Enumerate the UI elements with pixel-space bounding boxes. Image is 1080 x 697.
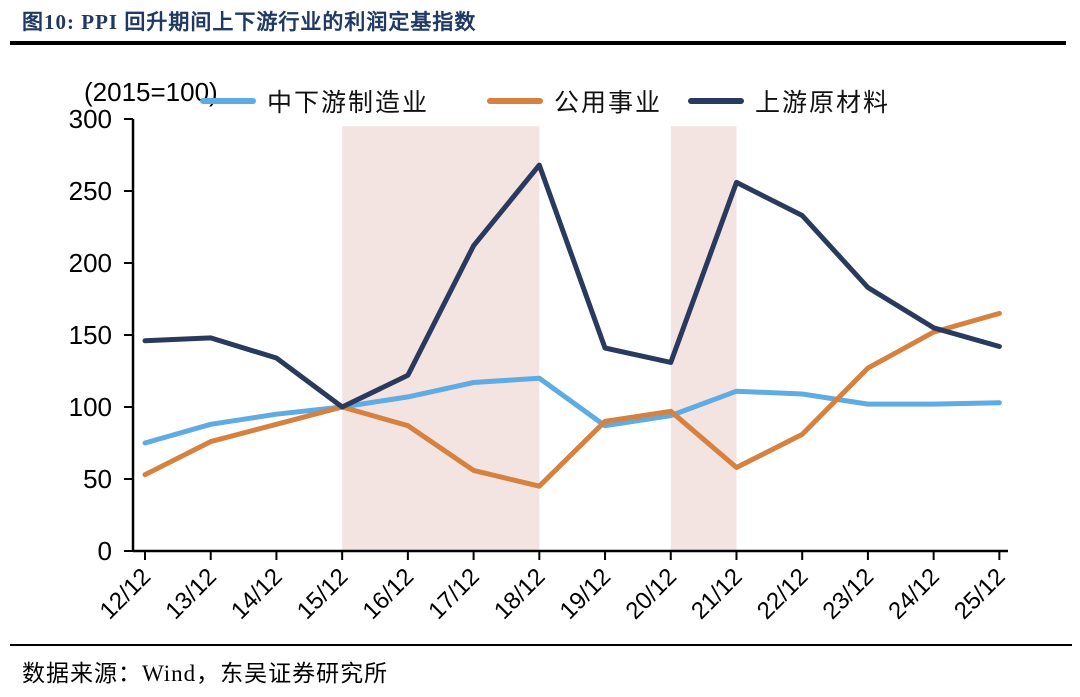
legend-swatch-line	[200, 98, 256, 104]
x-axis-tick-label: 24/12	[883, 563, 945, 625]
x-axis-tick-label: 17/12	[423, 563, 485, 625]
x-axis-tick-label: 19/12	[555, 563, 617, 625]
legend-swatch-line	[487, 98, 543, 104]
series-line-0	[142, 375, 1002, 446]
x-axis-tick-label: 22/12	[752, 563, 814, 625]
series-line-2	[142, 162, 1002, 410]
x-axis-tick-label: 12/12	[95, 563, 157, 625]
legend-item-label: 上游原材料	[755, 90, 891, 117]
ppi-recovery-shaded-band	[342, 126, 540, 551]
y-axis-tick-label: 300	[69, 104, 112, 134]
series-line-1	[142, 310, 1002, 489]
title-divider	[10, 41, 1066, 45]
figure-title: 图10: PPI 回升期间上下游行业的利润定基指数	[22, 10, 477, 34]
y-axis-tick-label: 100	[69, 392, 112, 422]
x-axis-tick-label: 20/12	[620, 563, 682, 625]
x-axis-tick-label: 25/12	[949, 563, 1011, 625]
legend-item: 上游原材料	[688, 83, 890, 119]
footer-divider	[10, 644, 1072, 646]
y-axis-tick-label: 0	[98, 536, 112, 566]
x-axis-tick-label: 15/12	[292, 563, 354, 625]
legend-swatch-line	[688, 98, 744, 104]
y-axis-tick-label: 150	[69, 320, 112, 350]
legend-item: 中下游制造业	[200, 83, 429, 119]
y-axis-tick-label: 250	[69, 176, 112, 206]
y-axis-tick-label: 50	[83, 464, 112, 494]
legend-item-label: 公用事业	[554, 90, 663, 117]
x-axis-tick-label: 18/12	[489, 563, 551, 625]
legend-item: 公用事业	[487, 83, 662, 119]
axis-unit-note: (2015=100)	[84, 77, 218, 107]
x-axis-tick-label: 13/12	[160, 563, 222, 625]
x-axis-tick-label: 14/12	[226, 563, 288, 625]
legend-item-label: 中下游制造业	[267, 90, 430, 117]
x-axis-tick-label: 23/12	[818, 563, 880, 625]
x-axis-tick-label: 16/12	[358, 563, 420, 625]
x-axis-tick-label: 21/12	[686, 563, 748, 625]
data-source: 数据来源：Wind，东吴证券研究所	[22, 661, 389, 686]
y-axis-tick-label: 200	[69, 248, 112, 278]
